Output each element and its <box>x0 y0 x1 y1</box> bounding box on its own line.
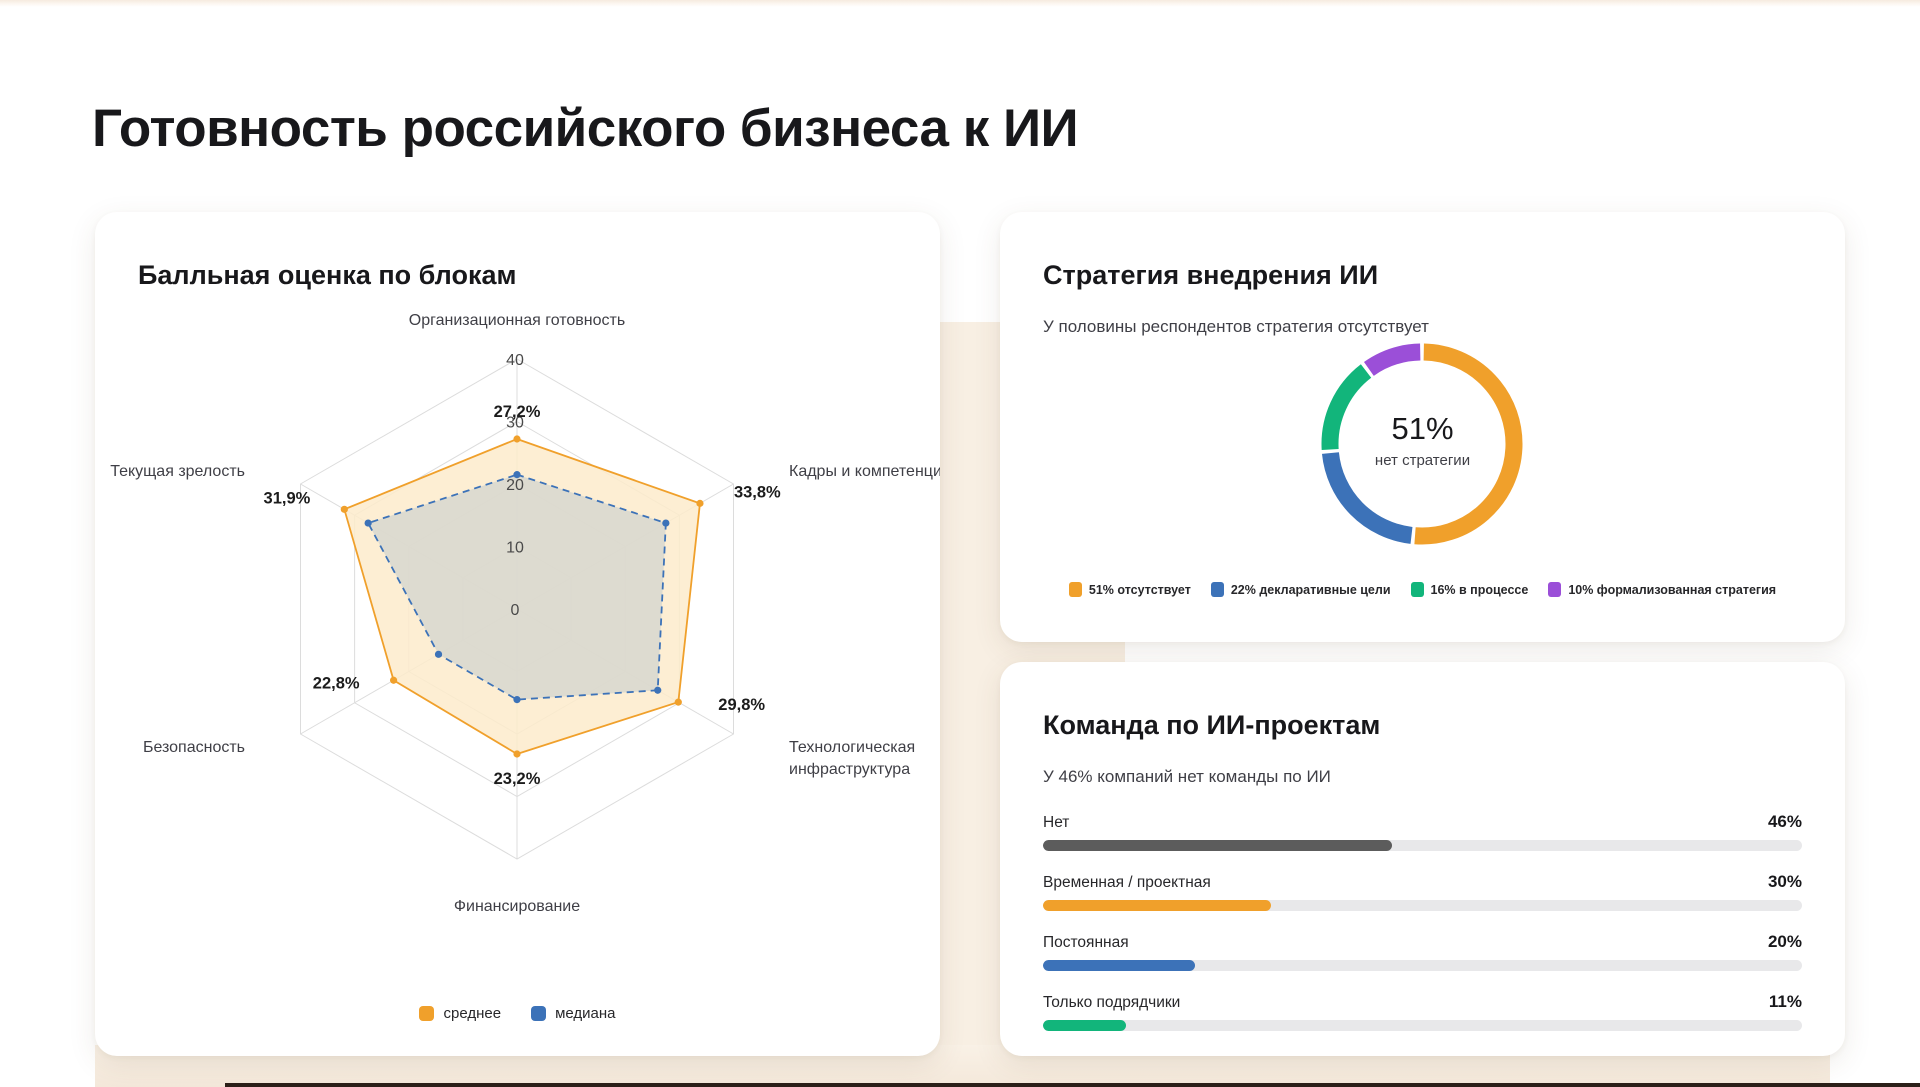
donut-legend-item-inprogress[interactable]: 16% в процессе <box>1410 582 1529 597</box>
radar-axis-label: Технологическая инфраструктура <box>789 739 915 778</box>
donut-chart: 51% нет стратегии <box>1000 332 1845 557</box>
radar-legend: среднее медиана <box>95 1005 940 1022</box>
radar-value-label: 23,2% <box>494 770 541 788</box>
radar-value-label: 33,8% <box>734 483 781 501</box>
bar-header: Только подрядчики 11% <box>1043 992 1802 1012</box>
top-accent-strip <box>0 0 1920 7</box>
radar-card-title: Балльная оценка по блокам <box>138 260 517 290</box>
radar-svg: 0 10 20 30 40 27,2% 33,8% 29,8% 23,2% 22,8% 31,9% О… <box>110 312 951 915</box>
donut-segment[interactable] <box>1363 343 1421 376</box>
legend-swatch-mean <box>419 1006 435 1021</box>
legend-label-mean: среднее <box>443 1005 502 1022</box>
bar-track <box>1043 840 1802 851</box>
donut-segment[interactable] <box>1321 364 1372 451</box>
strategy-donut-card: Стратегия внедрения ИИ У половины респон… <box>1000 212 1845 642</box>
team-card-subtitle: У 46% компаний нет команды по ИИ <box>1043 767 1331 786</box>
legend-swatch-median <box>531 1006 547 1021</box>
legend-item-mean[interactable]: среднее <box>419 1005 501 1022</box>
donut-card-title: Стратегия внедрения ИИ <box>1043 260 1379 290</box>
radar-axis-label: Финансирование <box>454 898 580 915</box>
bar-label: Постоянная <box>1043 934 1129 951</box>
donut-svg <box>1321 343 1523 545</box>
bar-fill <box>1043 1020 1127 1031</box>
radar-axis-label: Текущая зрелость <box>110 463 245 480</box>
donut-center-value: 51% <box>1391 411 1454 446</box>
radar-chart: 0 10 20 30 40 27,2% 33,8% 29,8% 23,2% 22,8% 31,9% О… <box>95 287 951 987</box>
bar-fill <box>1043 840 1393 851</box>
radar-tick-10: 10 <box>506 540 524 557</box>
legend-label-median: медиана <box>555 1005 616 1022</box>
bar-fill <box>1043 900 1271 911</box>
radar-tick-20: 20 <box>506 477 524 494</box>
bar-label: Нет <box>1043 814 1070 831</box>
donut-segment[interactable] <box>1414 343 1523 545</box>
bar-fill <box>1043 960 1195 971</box>
bar-header: Нет 46% <box>1043 812 1802 832</box>
radar-tick-0: 0 <box>511 602 520 619</box>
bar-track <box>1043 1020 1802 1031</box>
bar-label: Только подрядчики <box>1043 994 1181 1011</box>
donut-legend-item-none[interactable]: 51% отсутствует <box>1068 582 1191 597</box>
bar-value: 20% <box>1767 932 1802 951</box>
bar-row: Только подрядчики 11% <box>1043 992 1802 1031</box>
donut-segment[interactable] <box>1321 451 1413 544</box>
team-card-title: Команда по ИИ-проектам <box>1043 710 1381 740</box>
donut-legend-swatch-declarative <box>1210 582 1224 597</box>
bar-header: Временная / проектная 30% <box>1043 872 1802 892</box>
radar-chart-card: Балльная оценка по блокам 0 10 20 30 40 27,2%… <box>95 212 951 1056</box>
donut-legend-label-none: 51% отсутствует <box>1088 582 1191 597</box>
bar-value: 30% <box>1767 872 1802 891</box>
bar-label: Временная / проектная <box>1043 874 1211 891</box>
donut-legend-item-declarative[interactable]: 22% декларативные цели <box>1210 582 1391 597</box>
radar-tick-40: 40 <box>506 352 524 369</box>
bar-row: Нет 46% <box>1043 812 1802 851</box>
radar-value-label: 29,8% <box>718 696 765 714</box>
radar-value-label: 31,9% <box>264 489 311 507</box>
donut-legend-label-inprogress: 16% в процессе <box>1430 582 1529 597</box>
page-title: Готовность российского бизнеса к ИИ <box>92 99 1079 158</box>
radar-axis-label: Кадры и компетенции <box>789 463 940 480</box>
donut-legend-label-declarative: 22% декларативные цели <box>1230 582 1391 597</box>
bar-row: Постоянная 20% <box>1043 932 1802 971</box>
radar-axis-label: Безопасность <box>143 739 245 756</box>
bar-value: 46% <box>1767 812 1802 831</box>
legend-item-median[interactable]: медиана <box>531 1005 616 1022</box>
team-bar-list: Нет 46% Временная / проектная 30% Постоянная… <box>1043 812 1802 1052</box>
donut-legend-swatch-formalized <box>1548 582 1562 597</box>
donut-legend-swatch-none <box>1068 582 1082 597</box>
radar-value-label: 22,8% <box>313 674 360 692</box>
radar-axis-label: Организационная готовность <box>409 312 625 329</box>
radar-value-label: 27,2% <box>494 403 541 421</box>
bar-value: 11% <box>1768 992 1802 1011</box>
bar-header: Постоянная 20% <box>1043 932 1802 952</box>
donut-legend: 51% отсутствует 22% декларативные цели 1… <box>1000 582 1845 597</box>
bar-track <box>1043 900 1802 911</box>
donut-legend-label-formalized: 10% формализованная стратегия <box>1568 582 1777 597</box>
donut-card-subtitle: У половины респондентов стратегия отсутс… <box>1043 317 1429 336</box>
bar-row: Временная / проектная 30% <box>1043 872 1802 911</box>
decorative-bottom-line <box>225 1083 1920 1087</box>
donut-legend-swatch-inprogress <box>1410 582 1424 597</box>
radar-tick-30: 30 <box>506 415 524 432</box>
donut-center-label: нет стратегии <box>1374 452 1471 469</box>
bar-track <box>1043 960 1802 971</box>
team-bars-card: Команда по ИИ-проектам У 46% компаний не… <box>1000 662 1845 1056</box>
donut-legend-item-formalized[interactable]: 10% формализованная стратегия <box>1548 582 1776 597</box>
